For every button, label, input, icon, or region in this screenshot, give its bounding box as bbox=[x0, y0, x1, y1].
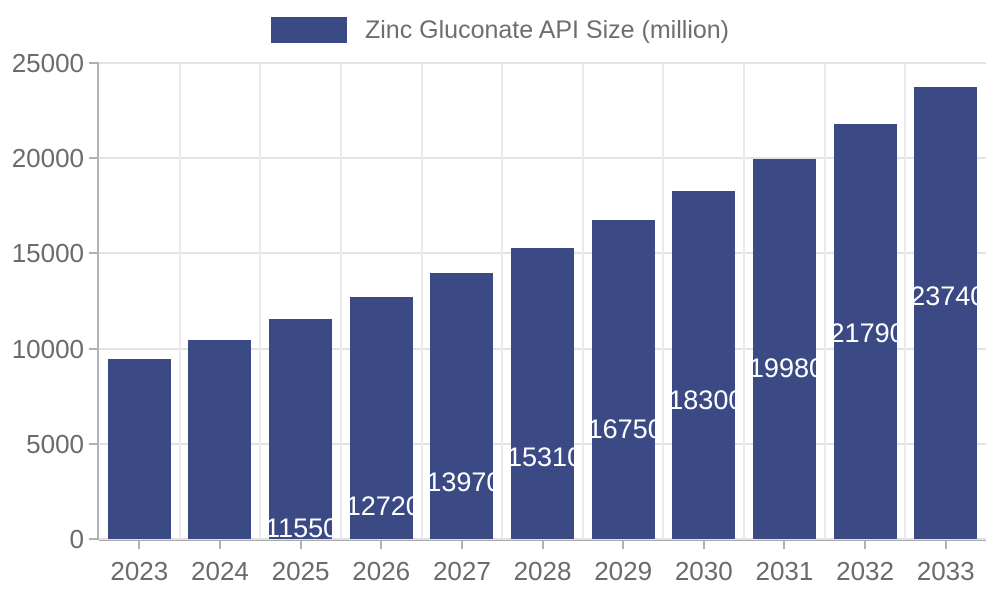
x-tick-label: 2033 bbox=[916, 556, 975, 586]
x-tick-label: 2029 bbox=[594, 556, 653, 586]
y-tick-label: 0 bbox=[69, 524, 84, 554]
bar[interactable] bbox=[511, 247, 574, 539]
x-tick-mark bbox=[299, 541, 302, 549]
x-gridline bbox=[339, 63, 342, 539]
bar-group[interactable]: 23740 bbox=[914, 87, 978, 539]
x-tick-mark bbox=[460, 541, 463, 549]
y-gridline bbox=[99, 62, 986, 64]
y-tick-label: 10000 bbox=[11, 333, 84, 364]
x-tick-label: 2024 bbox=[191, 556, 249, 586]
bar-group[interactable]: 15310 bbox=[511, 247, 574, 539]
bar[interactable] bbox=[914, 87, 978, 539]
y-axis: 0 5000 10000 15000 20000 25000 bbox=[0, 0, 84, 600]
x-gridline bbox=[420, 63, 423, 539]
x-gridline bbox=[823, 63, 826, 539]
bar[interactable] bbox=[752, 158, 816, 539]
bar-group[interactable]: 10450 bbox=[188, 340, 252, 539]
y-tick-label: 15000 bbox=[11, 238, 84, 269]
y-tick-label: 25000 bbox=[11, 48, 84, 78]
y-tick-mark bbox=[89, 442, 99, 445]
x-gridline bbox=[501, 63, 504, 539]
bar[interactable] bbox=[107, 359, 171, 539]
x-gridline bbox=[581, 63, 584, 539]
x-tick-mark bbox=[702, 541, 705, 549]
x-gridline bbox=[662, 63, 665, 539]
bar-group[interactable]: 18300 bbox=[672, 190, 736, 539]
x-tick-mark bbox=[864, 541, 867, 549]
x-tick-mark bbox=[783, 541, 786, 549]
bar-group[interactable]: 16750 bbox=[591, 220, 655, 539]
x-tick-label: 2023 bbox=[110, 556, 169, 586]
x-tick-mark bbox=[622, 541, 625, 549]
x-tick-label: 2030 bbox=[674, 556, 733, 586]
plot-area: 9450 10450 1155012720 13970 15310 16750 183001… bbox=[99, 62, 986, 540]
bar-group[interactable]: 21790 bbox=[833, 124, 897, 539]
x-tick-label: 2027 bbox=[432, 556, 491, 586]
x-tick-label: 2028 bbox=[513, 556, 572, 586]
x-gridline bbox=[743, 63, 746, 539]
y-gridline bbox=[99, 157, 986, 160]
chart-legend: Zinc Gluconate API Size (million) bbox=[0, 10, 1000, 50]
x-tick-label: 2031 bbox=[755, 556, 814, 586]
y-tick-mark bbox=[89, 252, 99, 255]
x-axis-spine bbox=[99, 539, 986, 541]
x-tick-label: 2032 bbox=[836, 556, 894, 586]
bar[interactable] bbox=[188, 340, 252, 539]
bar-group[interactable]: 19980 bbox=[752, 158, 816, 539]
bar-group[interactable]: 13970 bbox=[430, 273, 494, 539]
x-tick-label: 2025 bbox=[271, 556, 330, 586]
bar[interactable] bbox=[591, 220, 655, 539]
x-tick-label: 2026 bbox=[352, 556, 411, 586]
bar[interactable] bbox=[430, 273, 494, 539]
x-tick-mark bbox=[380, 541, 383, 549]
x-gridline bbox=[904, 63, 907, 539]
x-tick-mark bbox=[138, 541, 141, 549]
x-tick-mark bbox=[218, 541, 221, 549]
y-tick-label: 5000 bbox=[26, 428, 84, 459]
bar[interactable] bbox=[672, 190, 736, 539]
y-tick-mark bbox=[89, 347, 99, 350]
y-tick-mark bbox=[89, 157, 99, 160]
x-gridline bbox=[259, 63, 262, 539]
bar[interactable] bbox=[269, 319, 333, 539]
x-tick-mark bbox=[541, 541, 544, 549]
x-tick-mark bbox=[944, 541, 947, 549]
x-gridline bbox=[178, 63, 181, 539]
bar-group[interactable]: 12720 bbox=[349, 296, 413, 539]
bar[interactable] bbox=[349, 296, 413, 539]
legend-swatch-zinc-gluconate-api-size bbox=[270, 17, 347, 43]
legend-label-zinc-gluconate-api-size: Zinc Gluconate API Size (million) bbox=[364, 15, 730, 44]
y-axis-spine bbox=[97, 63, 99, 540]
bar-group[interactable]: 9450 bbox=[107, 359, 171, 539]
y-tick-label: 20000 bbox=[11, 143, 84, 174]
y-gridline bbox=[99, 538, 986, 540]
y-tick-mark bbox=[89, 538, 99, 540]
bar[interactable] bbox=[833, 124, 897, 539]
bar-group[interactable]: 11550 bbox=[269, 319, 333, 539]
y-tick-mark bbox=[89, 62, 99, 64]
